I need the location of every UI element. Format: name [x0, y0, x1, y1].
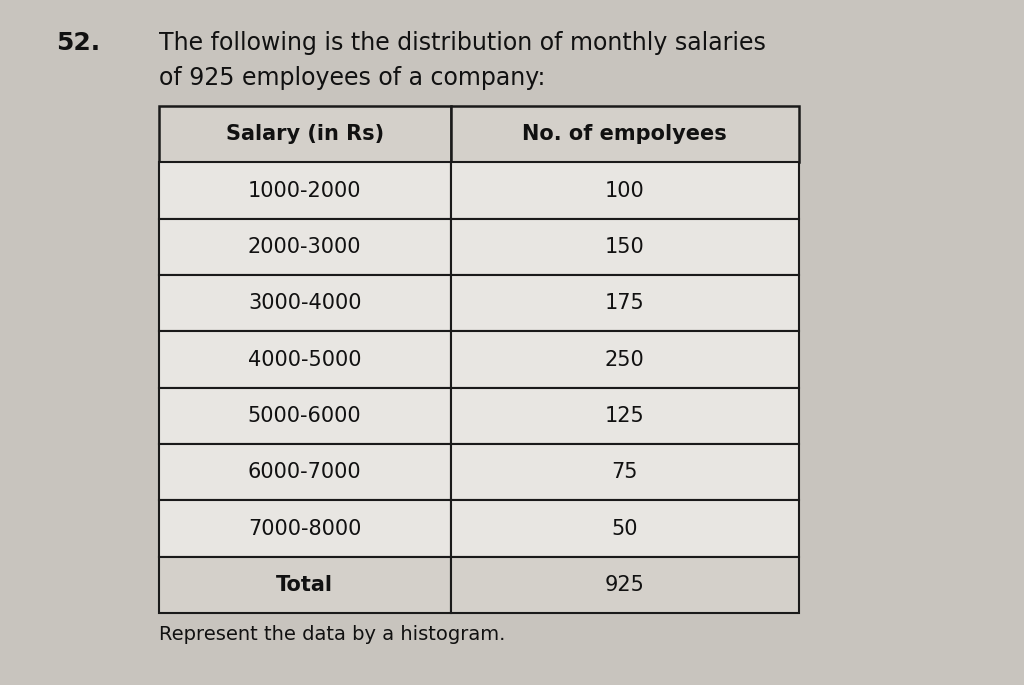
Text: 150: 150 [605, 237, 644, 257]
Text: 6000-7000: 6000-7000 [248, 462, 361, 482]
Text: 250: 250 [605, 349, 644, 370]
Text: 175: 175 [605, 293, 644, 313]
Text: 52.: 52. [56, 31, 100, 55]
Text: Represent the data by a histogram.: Represent the data by a histogram. [159, 625, 505, 644]
Text: 75: 75 [611, 462, 638, 482]
Text: 925: 925 [605, 575, 644, 595]
Text: 3000-4000: 3000-4000 [248, 293, 361, 313]
Text: 2000-3000: 2000-3000 [248, 237, 361, 257]
Text: 7000-8000: 7000-8000 [248, 519, 361, 538]
Text: 125: 125 [605, 406, 644, 426]
Text: Total: Total [276, 575, 333, 595]
Text: No. of empolyees: No. of empolyees [522, 125, 727, 145]
Text: 50: 50 [611, 519, 638, 538]
Text: 100: 100 [605, 181, 644, 201]
Text: Salary (in Rs): Salary (in Rs) [225, 125, 384, 145]
Text: The following is the distribution of monthly salaries
of 925 employees of a comp: The following is the distribution of mon… [159, 31, 766, 90]
Text: 1000-2000: 1000-2000 [248, 181, 361, 201]
Text: 5000-6000: 5000-6000 [248, 406, 361, 426]
Text: 4000-5000: 4000-5000 [248, 349, 361, 370]
